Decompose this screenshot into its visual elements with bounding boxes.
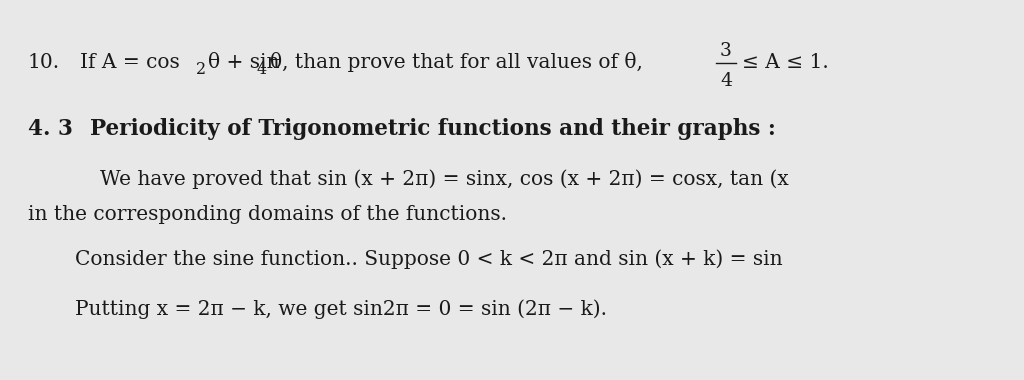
Text: 4. 3: 4. 3 — [28, 118, 73, 140]
Text: Periodicity of Trigonometric functions and their graphs :: Periodicity of Trigonometric functions a… — [90, 118, 776, 140]
Text: 3: 3 — [720, 42, 732, 60]
Text: θ, than prove that for all values of θ,: θ, than prove that for all values of θ, — [270, 52, 643, 72]
Text: Putting x = 2π − k, we get sin2π = 0 = sin (2π − k).: Putting x = 2π − k, we get sin2π = 0 = s… — [75, 299, 607, 319]
Text: If A = cos: If A = cos — [80, 53, 180, 72]
Text: We have proved that sin (x + 2π) = sinx, cos (x + 2π) = cosx, tan (x: We have proved that sin (x + 2π) = sinx,… — [100, 169, 788, 189]
Text: ≤ A ≤ 1.: ≤ A ≤ 1. — [742, 53, 828, 72]
Text: 4: 4 — [257, 61, 267, 78]
Text: 2: 2 — [196, 61, 206, 78]
Text: 4: 4 — [720, 72, 732, 90]
Text: θ + sin: θ + sin — [208, 53, 280, 72]
Text: 10.: 10. — [28, 53, 60, 72]
Text: Consider the sine function.. Suppose 0 < k < 2π and sin (x + k) = sin: Consider the sine function.. Suppose 0 <… — [75, 249, 782, 269]
Text: in the corresponding domains of the functions.: in the corresponding domains of the func… — [28, 205, 507, 224]
